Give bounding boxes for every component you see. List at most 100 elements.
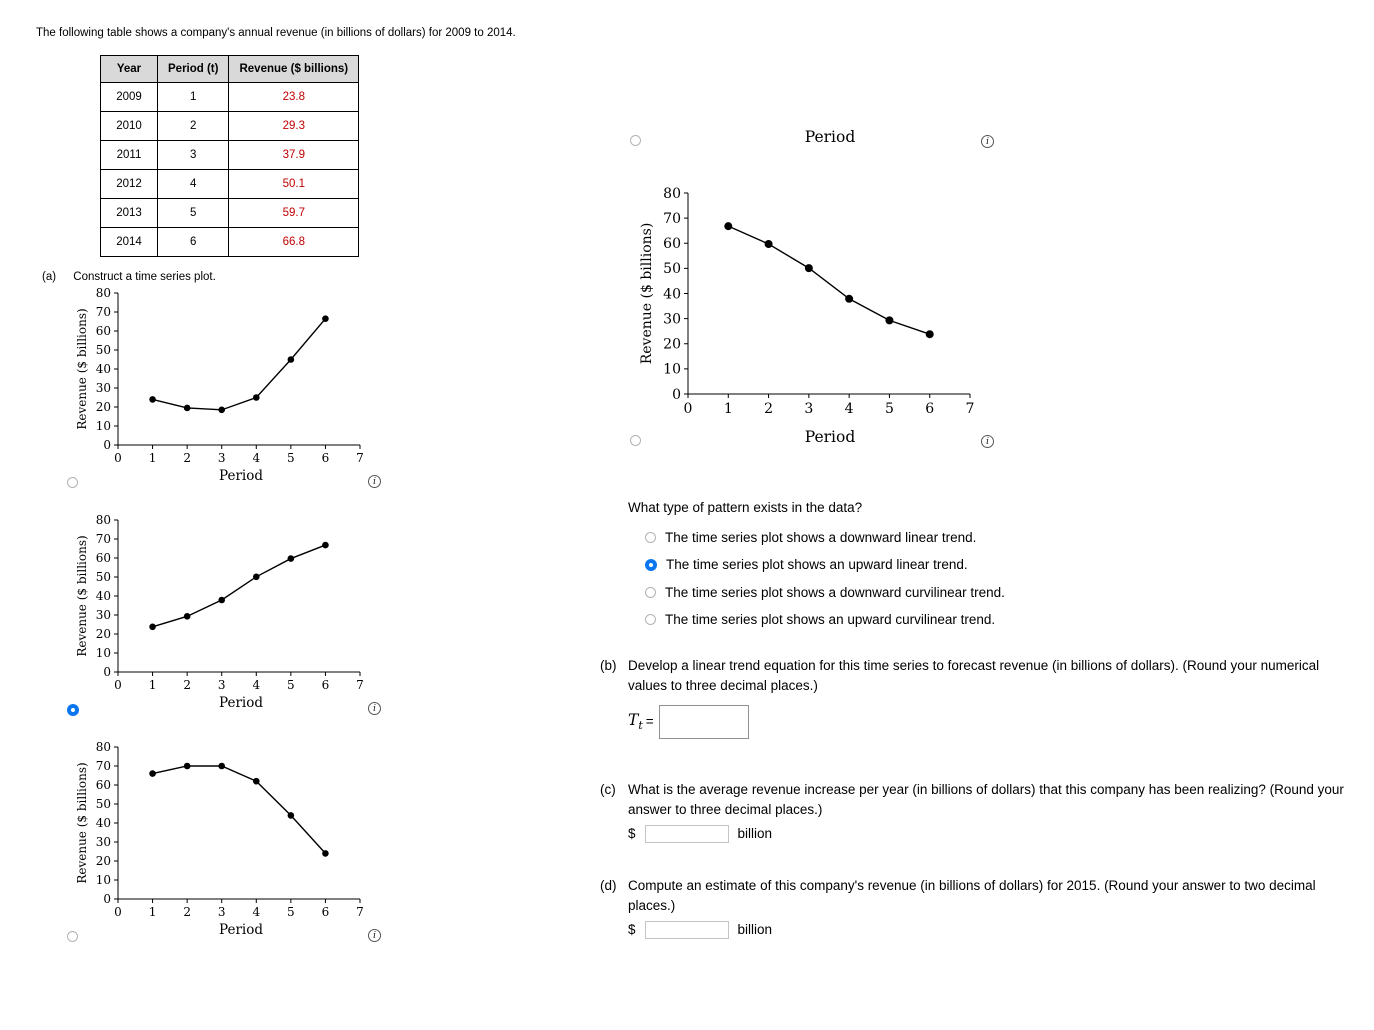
part-d-label: (d) bbox=[600, 878, 617, 893]
svg-text:3: 3 bbox=[218, 905, 226, 919]
equation-subscript: t bbox=[638, 719, 643, 733]
svg-text:20: 20 bbox=[663, 337, 681, 353]
chart-option-radio[interactable] bbox=[630, 135, 641, 146]
svg-text:70: 70 bbox=[96, 532, 111, 546]
svg-text:7: 7 bbox=[356, 678, 364, 692]
part-a-label: (a) bbox=[42, 271, 57, 283]
table-row: 2011 3 37.9 bbox=[100, 140, 360, 170]
chart-option-downward-linear: Period i 0 1 2 3 4 5 6 7 0 10 20 30 40 50 60 70 80 Revenu… bbox=[625, 128, 1007, 452]
svg-text:Revenue ($ billions): Revenue ($ billions) bbox=[75, 308, 89, 429]
svg-text:60: 60 bbox=[96, 324, 111, 338]
chart-option-radio[interactable] bbox=[630, 435, 641, 446]
pattern-option[interactable]: The time series plot shows an upward lin… bbox=[645, 556, 1005, 574]
svg-text:10: 10 bbox=[663, 362, 681, 378]
table-row: 2010 2 29.3 bbox=[100, 111, 360, 141]
svg-text:Revenue ($ billions): Revenue ($ billions) bbox=[639, 223, 655, 365]
svg-text:70: 70 bbox=[96, 305, 111, 319]
x-axis-label: Period bbox=[804, 128, 856, 146]
svg-text:7: 7 bbox=[356, 451, 364, 465]
right-bottom-row: Period i bbox=[625, 428, 1007, 452]
x-axis-label: Period bbox=[218, 922, 263, 938]
svg-text:3: 3 bbox=[218, 451, 226, 465]
info-icon[interactable]: i bbox=[981, 435, 994, 448]
cell-year: 2009 bbox=[100, 82, 158, 112]
equation-symbol: Tt bbox=[628, 709, 643, 734]
pattern-option-label: The time series plot shows a downward li… bbox=[665, 529, 977, 545]
svg-text:5: 5 bbox=[287, 905, 295, 919]
svg-text:10: 10 bbox=[96, 873, 111, 887]
chart-option-radio[interactable] bbox=[67, 704, 79, 716]
pattern-option[interactable]: The time series plot shows a downward cu… bbox=[645, 583, 1005, 601]
svg-text:10: 10 bbox=[96, 419, 111, 433]
info-icon[interactable]: i bbox=[368, 929, 381, 942]
svg-text:1: 1 bbox=[149, 451, 157, 465]
equation-row: Tt = bbox=[628, 705, 749, 739]
info-icon[interactable]: i bbox=[981, 135, 994, 148]
svg-text:70: 70 bbox=[663, 211, 681, 227]
right-top-row: Period i bbox=[625, 128, 1007, 152]
info-icon[interactable]: i bbox=[368, 702, 381, 715]
pattern-option[interactable]: The time series plot shows an upward cur… bbox=[645, 611, 1005, 629]
part-d: (d) Compute an estimate of this company'… bbox=[600, 876, 1362, 939]
svg-text:4: 4 bbox=[252, 905, 260, 919]
part-c-text: What is the average revenue increase per… bbox=[628, 782, 1344, 817]
svg-text:30: 30 bbox=[96, 608, 111, 622]
table-row: 2014 6 66.8 bbox=[100, 227, 360, 257]
part-a-text: Construct a time series plot. bbox=[73, 271, 216, 283]
trend-equation-input[interactable] bbox=[658, 705, 749, 739]
cell-revenue: 37.9 bbox=[228, 140, 360, 170]
cell-revenue: 50.1 bbox=[228, 169, 360, 199]
problem-statement: The following table shows a company's an… bbox=[36, 27, 516, 39]
svg-text:20: 20 bbox=[96, 627, 111, 641]
svg-text:2: 2 bbox=[183, 451, 191, 465]
chart-option-radio[interactable] bbox=[67, 477, 78, 488]
svg-text:60: 60 bbox=[96, 551, 111, 565]
svg-text:20: 20 bbox=[96, 400, 111, 414]
svg-text:4: 4 bbox=[845, 401, 854, 417]
part-a: (a) Construct a time series plot. bbox=[42, 271, 216, 283]
x-axis-label: Period bbox=[804, 428, 856, 446]
pattern-option-radio[interactable] bbox=[645, 531, 656, 543]
svg-text:40: 40 bbox=[96, 816, 111, 830]
svg-text:Revenue ($ billions): Revenue ($ billions) bbox=[75, 762, 89, 883]
svg-text:1: 1 bbox=[149, 905, 157, 919]
chart-option-upward-linear: 0 1 2 3 4 5 6 7 0 10 20 30 40 50 60 70 80 Revenue ($ bill… bbox=[58, 512, 390, 720]
svg-text:30: 30 bbox=[96, 835, 111, 849]
pattern-question: What type of pattern exists in the data? bbox=[628, 500, 863, 515]
chart-option-upward-curvilinear: 0 1 2 3 4 5 6 7 0 10 20 30 40 50 60 70 80 Revenue ($ bill… bbox=[58, 285, 390, 493]
svg-text:50: 50 bbox=[96, 570, 111, 584]
svg-text:6: 6 bbox=[925, 401, 934, 417]
svg-text:Revenue ($ billions): Revenue ($ billions) bbox=[75, 535, 89, 656]
part-b-text: Develop a linear trend equation for this… bbox=[628, 658, 1320, 693]
pattern-option-label: The time series plot shows an upward cur… bbox=[665, 612, 996, 627]
part-b-label: (b) bbox=[600, 658, 617, 673]
part-d-answer-input[interactable] bbox=[644, 920, 729, 939]
pattern-option-radio[interactable] bbox=[645, 586, 656, 598]
chart-option-radio[interactable] bbox=[67, 931, 78, 942]
svg-text:6: 6 bbox=[322, 678, 330, 692]
svg-text:6: 6 bbox=[322, 451, 330, 465]
svg-text:0: 0 bbox=[672, 387, 681, 403]
svg-text:30: 30 bbox=[663, 311, 681, 327]
cell-year: 2010 bbox=[100, 111, 158, 141]
currency-symbol: $ bbox=[628, 826, 636, 841]
pattern-option-radio[interactable] bbox=[645, 558, 657, 571]
svg-text:60: 60 bbox=[96, 778, 111, 792]
table-row: 2009 1 23.8 bbox=[100, 82, 360, 112]
pattern-option-radio[interactable] bbox=[645, 614, 656, 625]
chart-footer: Period i bbox=[58, 919, 390, 947]
svg-text:60: 60 bbox=[663, 236, 681, 252]
cell-year: 2014 bbox=[100, 227, 158, 257]
header-year: Year bbox=[100, 55, 158, 83]
pattern-options: The time series plot shows a downward li… bbox=[645, 528, 1005, 638]
x-axis-label: Period bbox=[218, 468, 263, 484]
svg-text:0: 0 bbox=[114, 451, 122, 465]
pattern-option[interactable]: The time series plot shows a downward li… bbox=[645, 528, 1005, 546]
info-icon[interactable]: i bbox=[368, 475, 381, 488]
header-period: Period (t) bbox=[156, 55, 230, 83]
svg-text:0: 0 bbox=[114, 678, 122, 692]
part-c-answer-input[interactable] bbox=[644, 824, 729, 843]
